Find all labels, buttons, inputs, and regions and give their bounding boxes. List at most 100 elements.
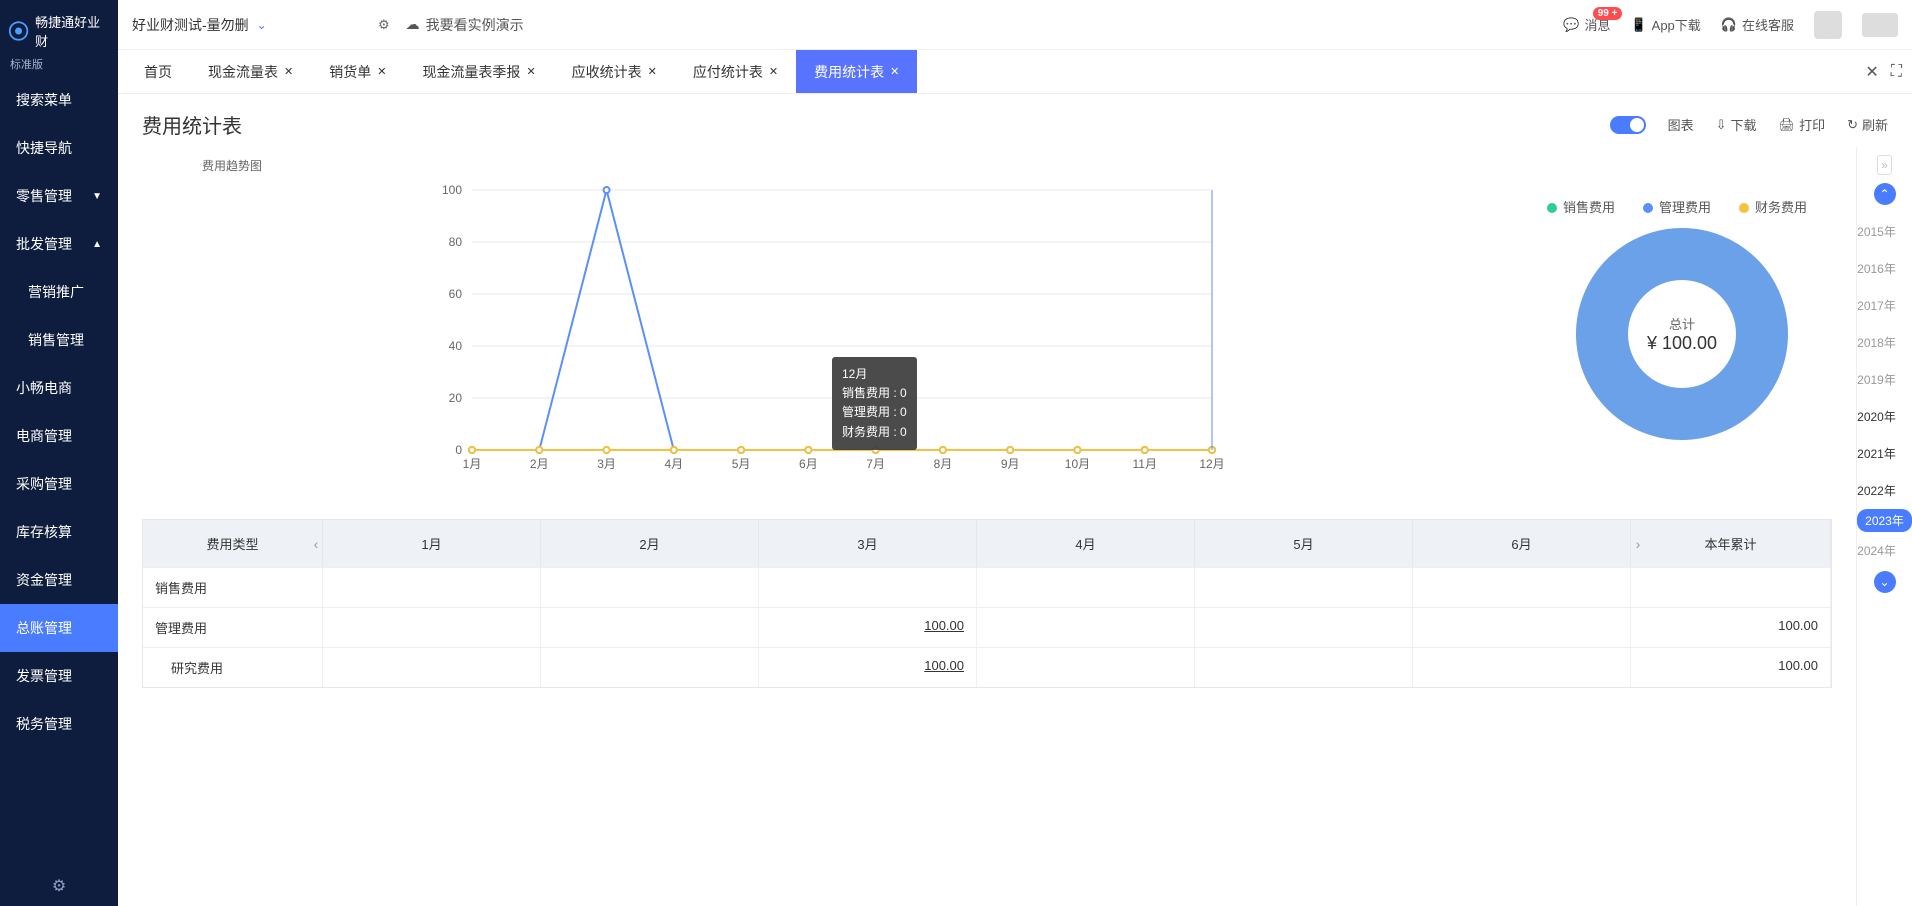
td-cell[interactable]: 100.00 xyxy=(759,608,977,647)
th-month: 2月 xyxy=(541,520,759,567)
app-download-button[interactable]: 📱 App下载 xyxy=(1630,15,1700,34)
tabstrip: 首页现金流量表✕销货单✕现金流量表季报✕应收统计表✕应付统计表✕费用统计表✕ ✕… xyxy=(118,50,1912,94)
table-row: 销售费用 xyxy=(143,567,1831,607)
sidebar-item-13[interactable]: 税务管理 xyxy=(0,700,118,748)
tab-5[interactable]: 应付统计表✕ xyxy=(675,50,796,93)
cloud-icon: ☁ xyxy=(406,16,420,33)
tab-close-icon[interactable]: ✕ xyxy=(648,65,657,78)
donut-chart: 总计 ¥ 100.00 xyxy=(1572,224,1792,444)
brand-name: 畅捷通好业财 xyxy=(35,12,110,50)
th-month: 4月 xyxy=(977,520,1195,567)
avatar[interactable] xyxy=(1814,11,1842,39)
main: 好业财测试-量勿删 ⌄ ⚙ ☁ 我要看实例演示 💬 消息 99 + 📱 App下… xyxy=(118,0,1912,906)
table-scroll-right[interactable]: › xyxy=(1627,533,1649,555)
tab-4[interactable]: 应收统计表✕ xyxy=(554,50,675,93)
project-name: 好业财测试-量勿删 xyxy=(132,15,249,35)
brand-version: 标准版 xyxy=(0,56,118,72)
year-item[interactable]: 2024年 xyxy=(1857,532,1912,569)
chart-toggle[interactable] xyxy=(1610,116,1646,134)
svg-text:11月: 11月 xyxy=(1132,457,1156,471)
data-table: 费用类型 1月2月3月4月5月6月 本年累计 ‹ › 销售费用管理费用100.0… xyxy=(142,519,1832,688)
app-label: App下载 xyxy=(1652,15,1701,34)
sidebar-item-1[interactable]: 快捷导航 xyxy=(0,124,118,172)
th-month: 3月 xyxy=(759,520,977,567)
sidebar-item-7[interactable]: 电商管理 xyxy=(0,412,118,460)
th-total: 本年累计 xyxy=(1631,520,1831,567)
tab-close-all-icon[interactable]: ✕ xyxy=(1865,62,1878,82)
donut-center-label: 总计 xyxy=(1647,314,1717,333)
refresh-button[interactable]: ↻刷新 xyxy=(1847,115,1888,134)
year-item[interactable]: 2020年 xyxy=(1857,398,1912,435)
svg-text:0: 0 xyxy=(455,443,462,457)
customer-service-button[interactable]: 🎧 在线客服 xyxy=(1721,15,1794,34)
chart-title: 费用趋势图 xyxy=(142,157,1502,174)
svg-text:2月: 2月 xyxy=(530,457,549,471)
sidebar-item-0[interactable]: 搜索菜单 xyxy=(0,76,118,124)
sidebar-item-6[interactable]: 小畅电商 xyxy=(0,364,118,412)
svg-text:60: 60 xyxy=(449,287,463,301)
user-chip[interactable] xyxy=(1862,13,1898,37)
sidebar-item-11[interactable]: 总账管理 xyxy=(0,604,118,652)
tab-2[interactable]: 销货单✕ xyxy=(311,50,404,93)
td-cell xyxy=(759,568,977,607)
legend-item[interactable]: 财务费用 xyxy=(1739,197,1807,216)
year-item[interactable]: 2015年 xyxy=(1857,213,1912,250)
year-item[interactable]: 2018年 xyxy=(1857,324,1912,361)
year-item[interactable]: 2016年 xyxy=(1857,250,1912,287)
tab-6[interactable]: 费用统计表✕ xyxy=(796,50,917,93)
gear-icon[interactable]: ⚙ xyxy=(378,17,390,33)
demo-link[interactable]: ☁ 我要看实例演示 xyxy=(406,15,524,35)
rail-collapse-icon[interactable]: » xyxy=(1877,155,1892,175)
sidebar-item-12[interactable]: 发票管理 xyxy=(0,652,118,700)
project-selector[interactable]: 好业财测试-量勿删 ⌄ xyxy=(132,15,362,35)
tab-close-icon[interactable]: ✕ xyxy=(769,65,778,78)
year-rail: » ⌃ 2015年2016年2017年2018年2019年2020年2021年2… xyxy=(1856,147,1912,906)
sidebar-item-9[interactable]: 库存核算 xyxy=(0,508,118,556)
svg-text:1月: 1月 xyxy=(463,457,482,471)
page-header: 费用统计表 图表 ⇩下载 🖨打印 ↻刷新 xyxy=(118,94,1912,147)
svg-text:9月: 9月 xyxy=(1001,457,1020,471)
fullscreen-icon[interactable]: ⛶ xyxy=(1891,63,1902,81)
year-up-icon[interactable]: ⌃ xyxy=(1874,183,1896,205)
table-scroll-left[interactable]: ‹ xyxy=(305,533,327,555)
messages-button[interactable]: 💬 消息 99 + xyxy=(1563,15,1610,34)
year-item[interactable]: 2017年 xyxy=(1857,287,1912,324)
year-item[interactable]: 2023年 xyxy=(1857,509,1912,532)
td-cell[interactable]: 100.00 xyxy=(759,648,977,687)
tab-0[interactable]: 首页 xyxy=(126,50,190,93)
sidebar-item-10[interactable]: 资金管理 xyxy=(0,556,118,604)
chart-tooltip: 12月销售费用 : 0管理费用 : 0财务费用 : 0 xyxy=(832,357,917,450)
sidebar-item-5[interactable]: 销售管理 xyxy=(0,316,118,364)
sidebar: 畅捷通好业财 标准版 搜索菜单快捷导航零售管理▼批发管理▲营销推广销售管理小畅电… xyxy=(0,0,118,906)
tab-close-icon[interactable]: ✕ xyxy=(526,65,535,78)
sidebar-item-4[interactable]: 营销推广 xyxy=(0,268,118,316)
year-item[interactable]: 2021年 xyxy=(1857,435,1912,472)
svg-text:7月: 7月 xyxy=(866,457,885,471)
year-down-icon[interactable]: ⌄ xyxy=(1874,571,1896,593)
tab-close-icon[interactable]: ✕ xyxy=(284,65,293,78)
sidebar-item-3[interactable]: 批发管理▲ xyxy=(0,220,118,268)
legend-item[interactable]: 管理费用 xyxy=(1643,197,1711,216)
sidebar-item-2[interactable]: 零售管理▼ xyxy=(0,172,118,220)
year-item[interactable]: 2022年 xyxy=(1857,472,1912,509)
sidebar-settings-icon[interactable]: ⚙ xyxy=(0,866,118,906)
tab-1[interactable]: 现金流量表✕ xyxy=(190,50,311,93)
td-cell xyxy=(977,648,1195,687)
td-cell xyxy=(323,608,541,647)
content: 费用趋势图 0204060801001月2月3月4月5月6月7月8月9月10月1… xyxy=(118,147,1856,906)
svg-text:80: 80 xyxy=(449,235,463,249)
tab-close-icon[interactable]: ✕ xyxy=(377,65,386,78)
svg-text:4月: 4月 xyxy=(664,457,683,471)
download-button[interactable]: ⇩下载 xyxy=(1716,115,1757,134)
tab-3[interactable]: 现金流量表季报✕ xyxy=(404,50,553,93)
print-icon: 🖨 xyxy=(1779,117,1796,133)
line-chart: 费用趋势图 0204060801001月2月3月4月5月6月7月8月9月10月1… xyxy=(142,157,1502,483)
tab-close-icon[interactable]: ✕ xyxy=(890,65,899,78)
legend-item[interactable]: 销售费用 xyxy=(1547,197,1615,216)
svg-text:8月: 8月 xyxy=(934,457,953,471)
svg-text:3月: 3月 xyxy=(597,457,616,471)
td-category: 管理费用 xyxy=(143,608,323,647)
sidebar-item-8[interactable]: 采购管理 xyxy=(0,460,118,508)
year-item[interactable]: 2019年 xyxy=(1857,361,1912,398)
print-button[interactable]: 🖨打印 xyxy=(1779,115,1826,134)
